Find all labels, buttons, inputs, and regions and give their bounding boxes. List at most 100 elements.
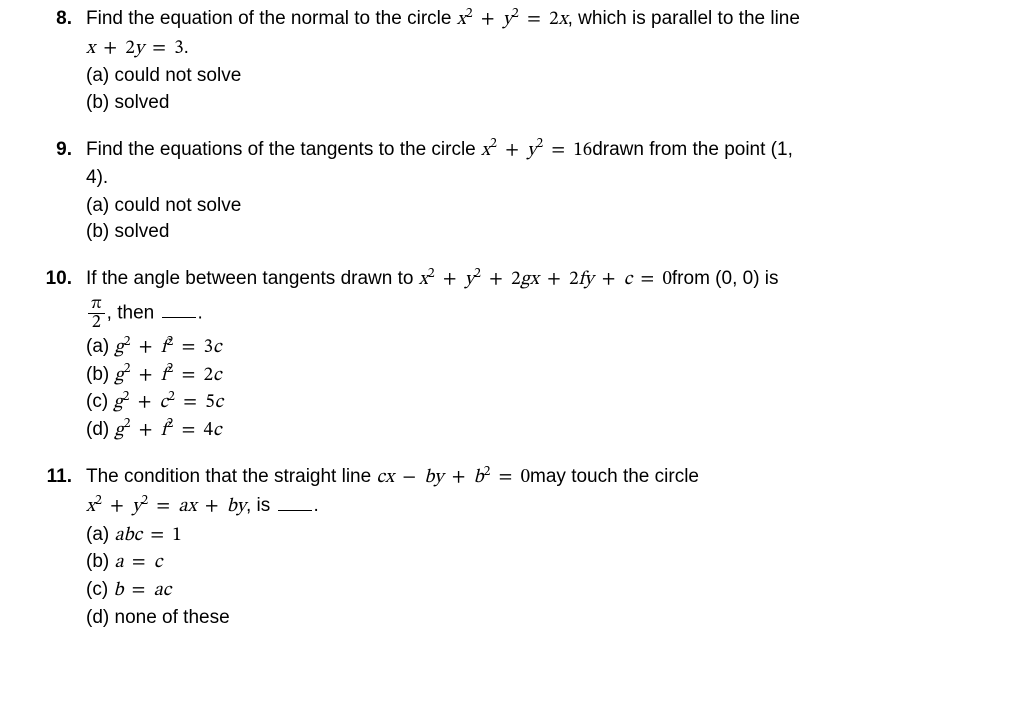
math-coef: 2 xyxy=(204,366,213,385)
math-exp: 2 xyxy=(141,495,148,508)
math-c: c xyxy=(213,421,221,440)
math-exp: 2 xyxy=(167,418,174,431)
math-x: x xyxy=(558,10,567,29)
math-x: x xyxy=(187,497,196,516)
math-y: y xyxy=(465,270,474,289)
option-text: solved xyxy=(115,221,170,242)
fraction-pi-over-2: π 2 xyxy=(88,295,105,332)
math-coef: 4 xyxy=(204,421,213,440)
math-plus: + xyxy=(136,421,156,440)
math-b: b xyxy=(227,497,237,516)
options: (a) could not solve (b) solved xyxy=(86,193,1004,245)
math-exp: 2 xyxy=(124,418,131,431)
question-11: 11. The condition that the straight line… xyxy=(20,464,1004,631)
option-c: (c) b = ac xyxy=(86,577,1004,604)
math-b: b xyxy=(124,526,134,545)
math-c: c xyxy=(160,393,168,412)
math-exp: 2 xyxy=(167,336,174,349)
math-g: g xyxy=(113,393,122,412)
period: . xyxy=(198,302,203,323)
math-eq: = xyxy=(180,393,200,412)
question-stem: Find the equations of the tangents to th… xyxy=(86,137,1004,164)
option-text: could not solve xyxy=(115,195,242,216)
option-c: (c) g2 + c2 = 5c xyxy=(86,389,1004,416)
math-exp: 2 xyxy=(167,363,174,376)
math-eq: = xyxy=(153,497,173,516)
blank-fill xyxy=(162,300,196,318)
question-body: Find the equations of the tangents to th… xyxy=(86,137,1004,247)
stem-text: drawn from the point (1, xyxy=(592,139,793,160)
exam-page: 8. Find the equation of the normal to th… xyxy=(0,0,1024,661)
stem-text: Find the equations of the tangents to th… xyxy=(86,139,481,160)
option-a: (a) could not solve xyxy=(86,63,1004,89)
question-9: 9. Find the equations of the tangents to… xyxy=(20,137,1004,247)
math-c: c xyxy=(376,468,384,487)
fraction-den: 2 xyxy=(88,313,105,332)
math-b: b xyxy=(424,468,434,487)
math-plus: + xyxy=(544,270,564,289)
math-c: c xyxy=(154,553,162,572)
question-number: 10. xyxy=(20,266,86,444)
math-plus: + xyxy=(135,393,155,412)
math-a: a xyxy=(115,553,124,572)
question-stem: Find the equation of the normal to the c… xyxy=(86,6,1004,33)
stem-text: Find the equation of the normal to the c… xyxy=(86,8,451,29)
stem-text: 4). xyxy=(86,167,108,188)
option-letter: (b) xyxy=(86,551,109,572)
math-b: b xyxy=(474,468,484,487)
math-eq: = xyxy=(129,581,149,600)
option-letter: (c) xyxy=(86,391,108,412)
question-stem: The condition that the straight line cx … xyxy=(86,464,1004,491)
math-exp: 2 xyxy=(95,495,102,508)
option-letter: (a) xyxy=(86,65,109,86)
math-eq: = xyxy=(149,39,169,58)
option-b: (b) solved xyxy=(86,219,1004,245)
math-a: a xyxy=(154,581,163,600)
math-3: 3 xyxy=(174,39,183,58)
math-g: g xyxy=(115,421,124,440)
math-g: g xyxy=(115,366,124,385)
math-x: x xyxy=(481,141,490,160)
question-10: 10. If the angle between tangents drawn … xyxy=(20,266,1004,444)
math-y: y xyxy=(584,270,593,289)
option-b: (b) solved xyxy=(86,90,1004,116)
option-b: (b) g2 + f2 = 2c xyxy=(86,362,1004,389)
question-stem-line2: 4). xyxy=(86,165,1004,191)
math-x: x xyxy=(86,497,95,516)
options: (a) g2 + f2 = 3c (b) g2 + f2 = 2c (c) xyxy=(86,334,1004,444)
fraction-num: π xyxy=(88,295,105,313)
stem-text: , which is parallel to the line xyxy=(568,8,800,29)
math-exp: 2 xyxy=(428,268,435,281)
math-eq: = xyxy=(638,270,658,289)
option-letter: (b) xyxy=(86,92,109,113)
stem-text: The condition that the straight line xyxy=(86,466,376,487)
math-x: x xyxy=(530,270,539,289)
option-a: (a) could not solve xyxy=(86,193,1004,219)
math-y: y xyxy=(135,39,144,58)
math-c: c xyxy=(624,270,632,289)
question-stem-line2: x2 + y2 = ax + by, is . xyxy=(86,493,1004,520)
math-exp: 2 xyxy=(536,138,543,151)
stem-text: , then xyxy=(107,302,160,323)
math-plus: + xyxy=(502,141,522,160)
period: . xyxy=(184,37,189,58)
question-body: Find the equation of the normal to the c… xyxy=(86,6,1004,117)
option-letter: (b) xyxy=(86,364,109,385)
math-eq: = xyxy=(548,141,568,160)
math-b: b xyxy=(113,581,123,600)
math-plus: + xyxy=(202,497,222,516)
question-number: 11. xyxy=(20,464,86,631)
question-8: 8. Find the equation of the normal to th… xyxy=(20,6,1004,117)
math-x: x xyxy=(457,10,466,29)
question-stem: If the angle between tangents drawn to x… xyxy=(86,266,1004,293)
question-stem-line2: π 2 , then . xyxy=(86,295,1004,332)
period: . xyxy=(314,495,319,516)
math-x: x xyxy=(86,39,95,58)
math-exp: 2 xyxy=(474,268,481,281)
math-exp: 2 xyxy=(512,8,519,21)
math-y: y xyxy=(434,468,443,487)
option-letter: (d) xyxy=(86,607,109,628)
option-a: (a) g2 + f2 = 3c xyxy=(86,334,1004,361)
math-0: 0 xyxy=(521,468,530,487)
math-y: y xyxy=(132,497,141,516)
